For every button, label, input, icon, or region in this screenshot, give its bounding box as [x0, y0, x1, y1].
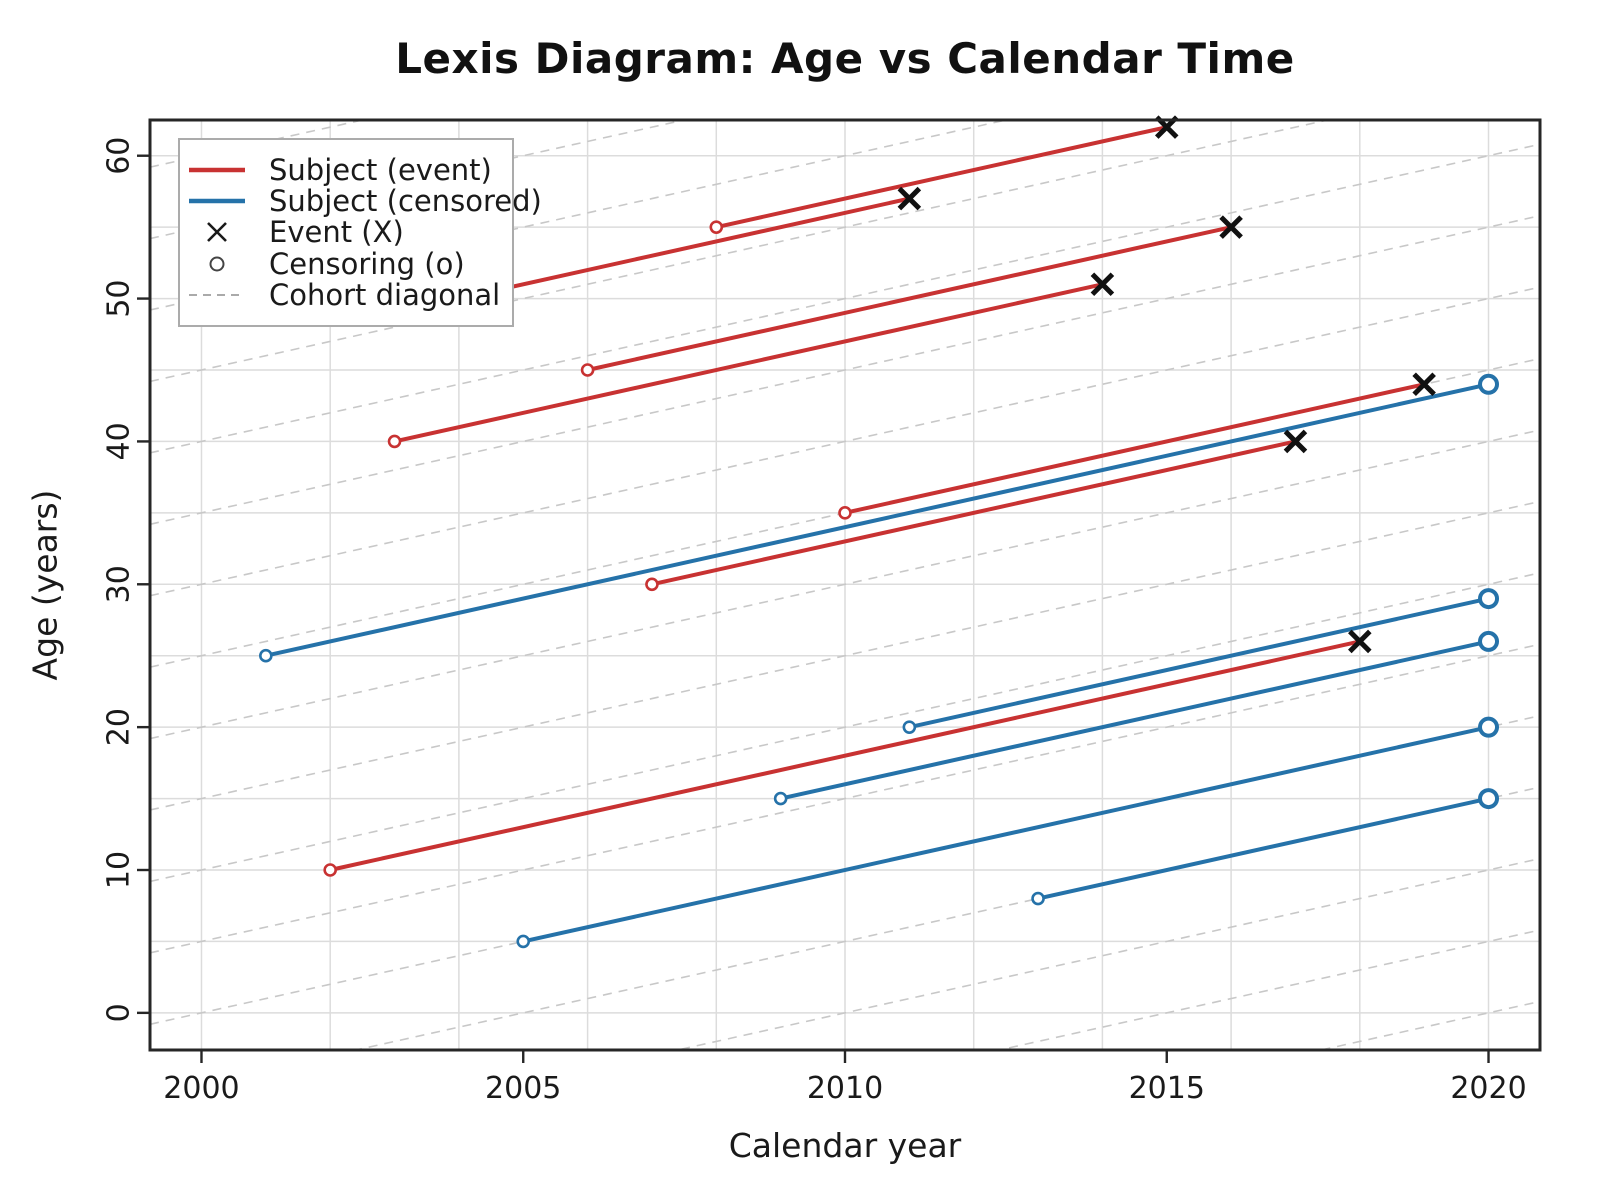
legend-label: Subject (censored) [269, 184, 542, 219]
cohort-diagonal-1970 [150, 286, 1540, 597]
event-x-icon [1283, 429, 1308, 454]
entry-circle-icon [838, 506, 852, 520]
cohort-diagonal-1985 [150, 500, 1540, 811]
legend-label: Censoring (o) [269, 246, 465, 281]
legend-label: Event (X) [269, 215, 404, 250]
subject-line-censored [265, 382, 1489, 658]
subject-line-event [587, 225, 1232, 372]
legend-box: Subject (event) Subject (censored) Event… [178, 138, 542, 327]
subject-line-censored [908, 596, 1489, 730]
cohort-diagonal-1980 [150, 429, 1540, 740]
legend-item-cohort-diagonal: Cohort diagonal [180, 278, 512, 313]
y-tick-label: 50 [102, 279, 137, 317]
event-x-icon [1348, 629, 1372, 654]
legend-label: Subject (event) [269, 152, 492, 187]
plot-area [150, 120, 1540, 1050]
censoring-circle-icon [1478, 373, 1500, 395]
subject-line-event [844, 382, 1425, 515]
x-axis-title: Calendar year [728, 1126, 962, 1165]
event-x-icon [1219, 215, 1243, 239]
event-x-icon [1090, 272, 1115, 297]
entry-circle-icon [387, 434, 402, 449]
cohort-diagonal-1965 [150, 214, 1540, 526]
censoring-circle-icon [1478, 788, 1500, 810]
blue-line-swatch-icon [189, 198, 245, 204]
entry-circle-icon [516, 934, 531, 949]
subject-line-event [458, 196, 910, 301]
subject-line-censored [522, 725, 1489, 944]
legend-item-subject-event: Subject (event) [180, 152, 512, 187]
entry-circle-icon [259, 648, 273, 663]
cohort-diagonal-1960 [150, 143, 1540, 454]
legend-item-censoring-marker: Censoring (o) [180, 246, 512, 281]
legend-label: Cohort diagonal [269, 278, 501, 313]
x-tick-label: 2000 [163, 1071, 239, 1106]
censoring-circle-icon [1478, 588, 1500, 610]
subject-line-event [394, 282, 1103, 444]
cohort-diagonal-1995 [150, 643, 1540, 954]
x-tick-label: 2015 [1129, 1071, 1205, 1106]
y-tick-label: 0 [102, 1003, 137, 1022]
entry-circle-icon [323, 863, 337, 877]
entry-circle-icon [773, 791, 788, 806]
legend-item-event-marker: Event (X) [180, 215, 512, 250]
legend-item-subject-censored: Subject (censored) [180, 184, 542, 218]
subject-line-event [329, 639, 1361, 872]
y-tick-label: 60 [102, 137, 137, 175]
subject-line-censored [780, 639, 1489, 801]
y-tick-label: 40 [102, 422, 137, 460]
x-tick-label: 2010 [807, 1071, 883, 1106]
cohort-diagonal-1955 [150, 120, 1332, 383]
entry-circle-icon [902, 720, 917, 734]
y-tick-label: 10 [102, 851, 137, 889]
censoring-circle-icon [1478, 716, 1500, 738]
entry-circle-icon [1031, 891, 1045, 906]
y-tick-label: 30 [102, 565, 137, 603]
subject-line-event [651, 439, 1296, 587]
event-x-icon [1412, 372, 1436, 397]
x-tick-label: 2020 [1450, 1071, 1526, 1106]
axes: 2000 2005 2010 2015 2020 0 10 20 30 40 50 60 [102, 118, 1542, 1106]
censoring-circle-icon [1478, 630, 1500, 652]
dashed-line-swatch-icon [189, 294, 245, 297]
subject-lines [265, 125, 1489, 944]
x-marker-swatch-icon [207, 222, 227, 243]
event-x-icon [897, 186, 922, 211]
red-line-swatch-icon [189, 167, 245, 172]
chart-title: Lexis Diagram: Age vs Calendar Time [395, 34, 1295, 83]
entry-circle-icon [580, 363, 595, 377]
cohort-diagonal-2015 [995, 929, 1540, 1050]
circle-marker-swatch-icon [209, 256, 225, 272]
cohort-diagonal-1990 [150, 572, 1540, 883]
y-tick-label: 20 [102, 708, 137, 746]
x-tick-label: 2005 [485, 1071, 561, 1106]
subject-line-event [715, 125, 1168, 230]
entry-circle-icon [645, 577, 659, 592]
cohort-diagonal-2010 [673, 857, 1540, 1050]
cohort-diagonal-1950 [150, 120, 1010, 311]
entry-circle-icon [709, 220, 724, 234]
subject-line-censored [1037, 796, 1489, 901]
